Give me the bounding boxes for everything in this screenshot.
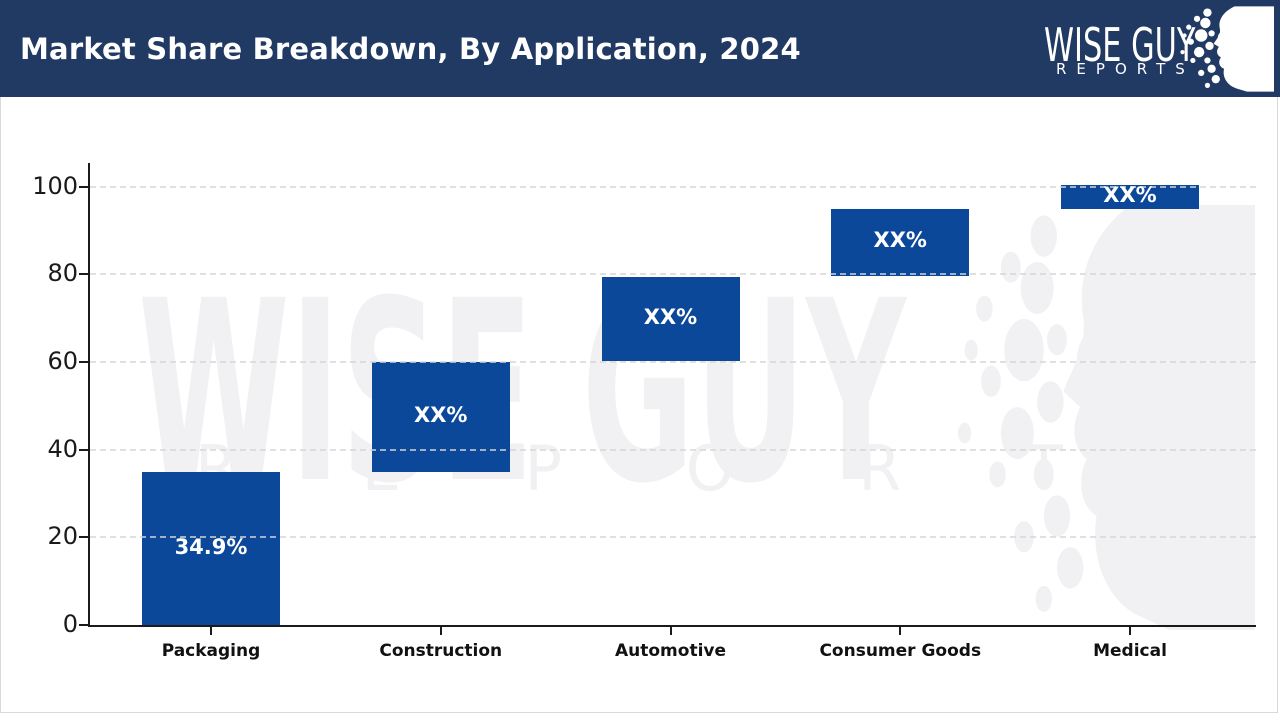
gridline-20 — [90, 536, 1256, 539]
y-tick-mark-20 — [79, 536, 88, 539]
y-tick-mark-60 — [79, 361, 88, 364]
x-axis-label-automotive: Automotive — [614, 641, 727, 661]
brand-logo-head-icon — [1180, 6, 1274, 92]
y-tick-label-20: 20 — [47, 522, 78, 551]
brand-logo-wordmark: WISE GUY — [1044, 18, 1196, 72]
x-axis-label-packaging: Packaging — [161, 641, 261, 661]
y-tick-mark-80 — [79, 273, 88, 276]
header-band: Market Share Breakdown, By Application, … — [0, 0, 1280, 97]
gridline-100 — [90, 185, 1256, 188]
y-tick-mark-100 — [79, 185, 88, 188]
y-tick-label-40: 40 — [47, 434, 78, 463]
y-tick-label-80: 80 — [47, 259, 78, 288]
bar-automotive — [601, 276, 740, 361]
y-tick-mark-0 — [79, 624, 88, 626]
y-tick-label-100: 100 — [32, 171, 78, 200]
bar-value-label-automotive: XX% — [643, 304, 698, 329]
x-axis-line — [88, 625, 1256, 627]
x-axis-label-construction: Construction — [379, 641, 503, 661]
gridline-40 — [90, 448, 1256, 451]
x-tick-mark-consumer-goods — [899, 627, 902, 635]
y-tick-label-60: 60 — [47, 347, 78, 376]
y-axis-line — [88, 163, 90, 627]
x-tick-mark-automotive — [669, 627, 672, 635]
brand-logo-subtext: REPORTS — [1056, 60, 1195, 78]
bar-construction — [371, 361, 510, 473]
x-tick-mark-medical — [1129, 627, 1131, 635]
x-axis-label-consumer-goods: Consumer Goods — [819, 641, 982, 661]
bar-value-label-medical: XX% — [1103, 183, 1157, 207]
watermark-subtext: R E P O R T S — [195, 432, 1278, 505]
bar-value-label-packaging: 34.9% — [174, 534, 248, 559]
chart-title: Market Share Breakdown, By Application, … — [20, 31, 801, 66]
bar-value-label-consumer-goods: XX% — [873, 228, 927, 253]
x-tick-mark-construction — [439, 627, 442, 635]
bar-consumer-goods — [831, 209, 970, 276]
bar-value-label-construction: XX% — [414, 402, 468, 427]
bar-packaging — [142, 472, 280, 625]
watermark-head-icon — [958, 205, 1255, 630]
gridline-60 — [90, 361, 1256, 364]
gridline-80 — [90, 273, 1256, 276]
x-tick-mark-packaging — [210, 627, 212, 635]
x-axis-label-medical: Medical — [1093, 641, 1167, 661]
y-tick-label-0: 0 — [62, 610, 78, 638]
bar-medical — [1061, 185, 1199, 209]
y-tick-mark-40 — [79, 448, 88, 451]
brand-logo: WISE GUY REPORTS — [1040, 0, 1274, 97]
